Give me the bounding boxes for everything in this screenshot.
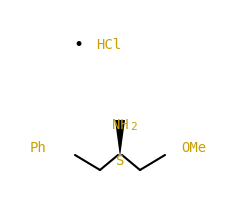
Text: S: S	[116, 154, 124, 168]
Text: HCl: HCl	[96, 38, 121, 52]
Text: OMe: OMe	[182, 141, 207, 155]
Text: NH: NH	[112, 118, 129, 132]
Text: Ph: Ph	[30, 141, 46, 155]
Text: 2: 2	[130, 122, 137, 132]
Polygon shape	[115, 120, 125, 157]
Text: •: •	[73, 36, 83, 54]
